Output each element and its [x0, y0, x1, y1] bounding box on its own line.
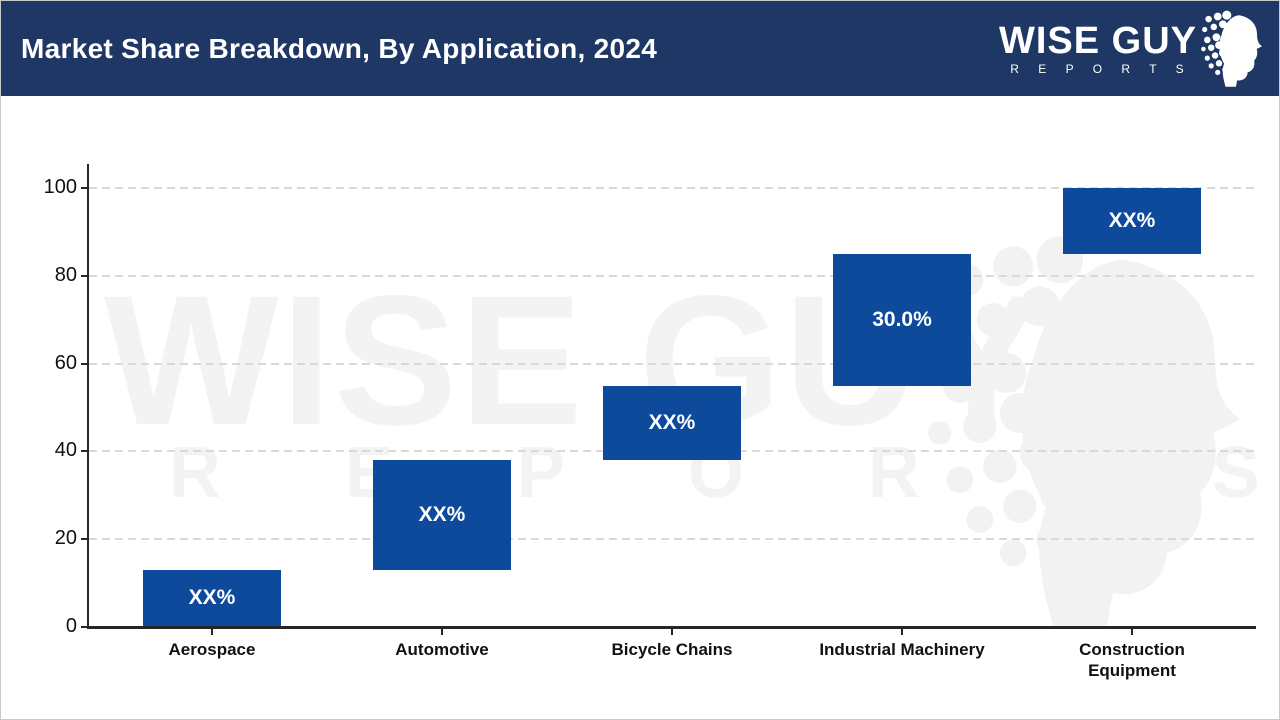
x-category-label: Industrial Machinery — [819, 640, 985, 659]
y-tick-label: 0 — [65, 615, 77, 637]
x-axis-tick — [211, 627, 213, 635]
x-category-label: Automotive — [395, 640, 489, 659]
x-axis-tick — [671, 627, 673, 635]
gridline — [89, 187, 1256, 189]
brand-logo-text: WISE GUY R E P O R T S — [999, 22, 1197, 76]
gridline — [89, 274, 1256, 277]
y-axis-tick — [81, 626, 89, 628]
bar: 30.0% — [833, 253, 971, 386]
y-tick-label: 60 — [54, 351, 77, 374]
bar: XX% — [143, 569, 281, 627]
y-tick-label: 40 — [54, 439, 77, 462]
page-title: Market Share Breakdown, By Application, … — [21, 32, 658, 64]
x-category-label: Bicycle Chains — [611, 640, 733, 659]
x-axis-tick — [441, 627, 443, 635]
y-tick-label: 80 — [54, 263, 77, 286]
bar-value-label: XX% — [1108, 208, 1156, 232]
x-axis — [87, 626, 1256, 629]
y-axis-tick — [81, 450, 89, 453]
y-axis-tick — [81, 274, 89, 277]
bar: XX% — [603, 385, 741, 461]
logo-wordmark: WISE GUY — [998, 19, 1197, 62]
dotted-head-profile-icon — [1201, 10, 1262, 87]
y-axis — [87, 164, 89, 629]
bar: XX% — [1063, 188, 1201, 254]
bar: XX% — [373, 460, 511, 570]
x-category-label: Construction Equipment — [1079, 640, 1185, 681]
y-tick-label: 100 — [43, 176, 77, 198]
brand-logo: WISE GUY R E P O R T S — [999, 10, 1265, 88]
gridline — [89, 362, 1256, 365]
y-axis-tick — [81, 362, 89, 365]
x-axis-tick — [901, 627, 903, 635]
x-category-label: Aerospace — [168, 640, 256, 659]
gridline — [89, 538, 1256, 541]
header: Market Share Breakdown, By Application, … — [1, 1, 1279, 96]
logo-subtext: R E P O R T S — [1010, 61, 1192, 76]
y-tick-label: 20 — [54, 527, 77, 550]
bar-value-label: 30.0% — [872, 307, 932, 331]
x-axis-tick — [1131, 627, 1133, 635]
y-axis-tick — [81, 187, 89, 189]
y-axis-tick — [81, 538, 89, 541]
bar-value-label: XX% — [188, 586, 236, 610]
bar-value-label: XX% — [418, 503, 466, 527]
bar-value-label: XX% — [648, 410, 696, 434]
